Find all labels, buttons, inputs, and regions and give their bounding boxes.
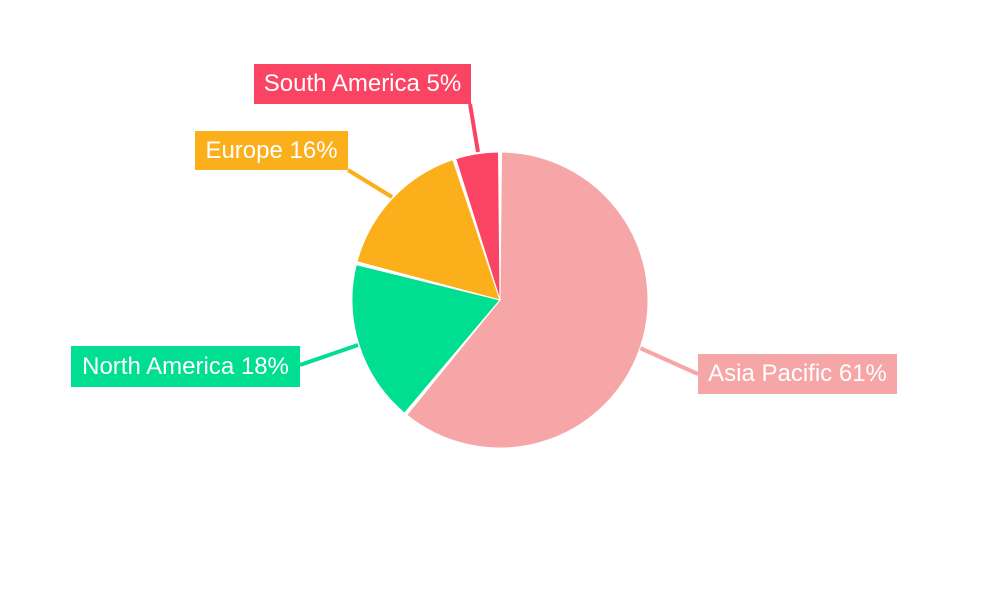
- leader-line-north-america: [299, 343, 359, 367]
- pie-slices-group: [351, 151, 649, 449]
- pie-slice-south-america[interactable]: [455, 151, 501, 301]
- leader-line-asia-pacific: [639, 346, 699, 376]
- pie-label-text: Asia Pacific 61%: [708, 360, 887, 387]
- pie-label-asia-pacific[interactable]: Asia Pacific 61%: [698, 354, 897, 394]
- pie-slice-europe[interactable]: [356, 159, 501, 301]
- pie-slice-north-america[interactable]: [351, 264, 501, 414]
- pie-label-north-america[interactable]: North America 18%: [71, 346, 300, 387]
- leader-lines-group: [299, 103, 699, 376]
- pie-label-text: Europe 16%: [205, 136, 338, 164]
- leader-line-south-america: [468, 103, 480, 153]
- pie-slice-asia-pacific[interactable]: [406, 151, 649, 449]
- pie-label-text: North America 18%: [82, 352, 289, 380]
- pie-label-south-america[interactable]: South America 5%: [254, 64, 471, 104]
- leader-line-europe: [346, 168, 394, 199]
- pie-label-europe[interactable]: Europe 16%: [195, 131, 348, 170]
- pie-label-text: South America 5%: [263, 70, 462, 97]
